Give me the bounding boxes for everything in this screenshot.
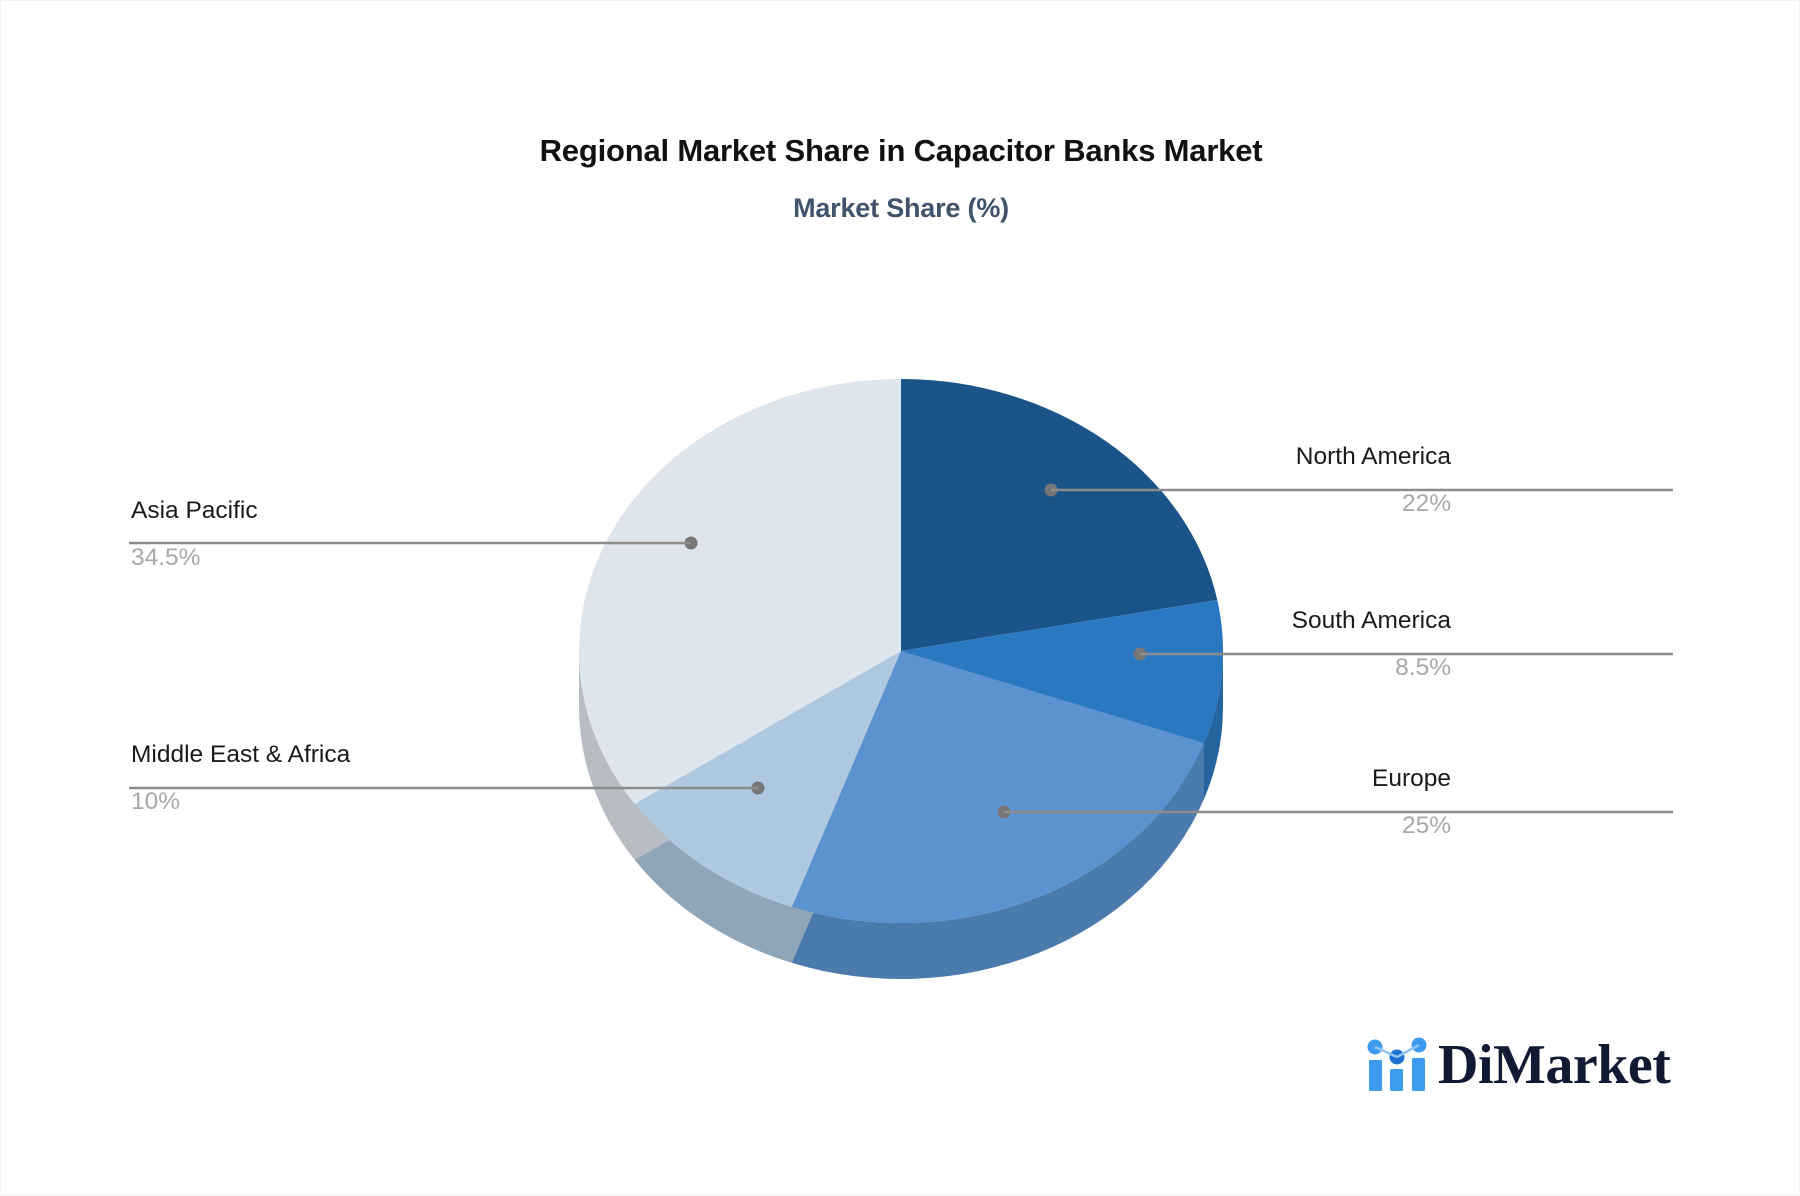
pie-slice[interactable] [579,379,901,804]
leader-south-america [1133,647,1673,661]
callout-value: 10% [131,787,181,815]
callout-middle-east-africa: Middle East & Africa 10% [131,741,351,815]
callout-label: Europe [1371,765,1451,792]
leader-north-america [1044,483,1673,497]
brand-logo: DiMarket [1366,1034,1671,1096]
callout-asia-pacific: Asia Pacific 34.5% [131,497,258,571]
pie-slice[interactable] [791,651,1204,923]
pie-slice[interactable] [634,651,901,907]
page-title: Regional Market Share in Capacitor Banks… [539,133,1263,168]
pie-slice-side [1203,651,1223,800]
leader-asia-pacific [129,536,698,550]
pie-slice[interactable] [901,379,1218,651]
brand-name: DiMarket [1438,1034,1671,1096]
bar-chart-logo-icon [1367,1037,1427,1091]
chart-subtitle: Market Share (%) [793,193,1009,223]
pie-slice[interactable] [901,600,1224,744]
callout-label: South America [1291,607,1451,634]
leader-europe [997,805,1673,819]
callout-value: 34.5% [131,543,201,571]
callout-value: 22% [1401,489,1451,517]
leader-middle-east-africa [129,781,765,795]
callout-north-america: North America 22% [1295,443,1451,517]
callout-label: Middle East & Africa [131,741,351,768]
callout-label: Asia Pacific [131,497,258,524]
pie-slice-side [579,651,635,860]
pie-slices [579,379,1224,923]
pie-slice-side [791,743,1204,979]
callout-value: 8.5% [1395,653,1451,681]
callout-label: North America [1295,443,1451,470]
callout-south-america: South America 8.5% [1291,607,1451,681]
pie-slice-side [634,803,792,963]
leader-lines [129,483,1673,819]
callout-europe: Europe 25% [1371,765,1451,839]
callout-value: 25% [1401,811,1451,839]
